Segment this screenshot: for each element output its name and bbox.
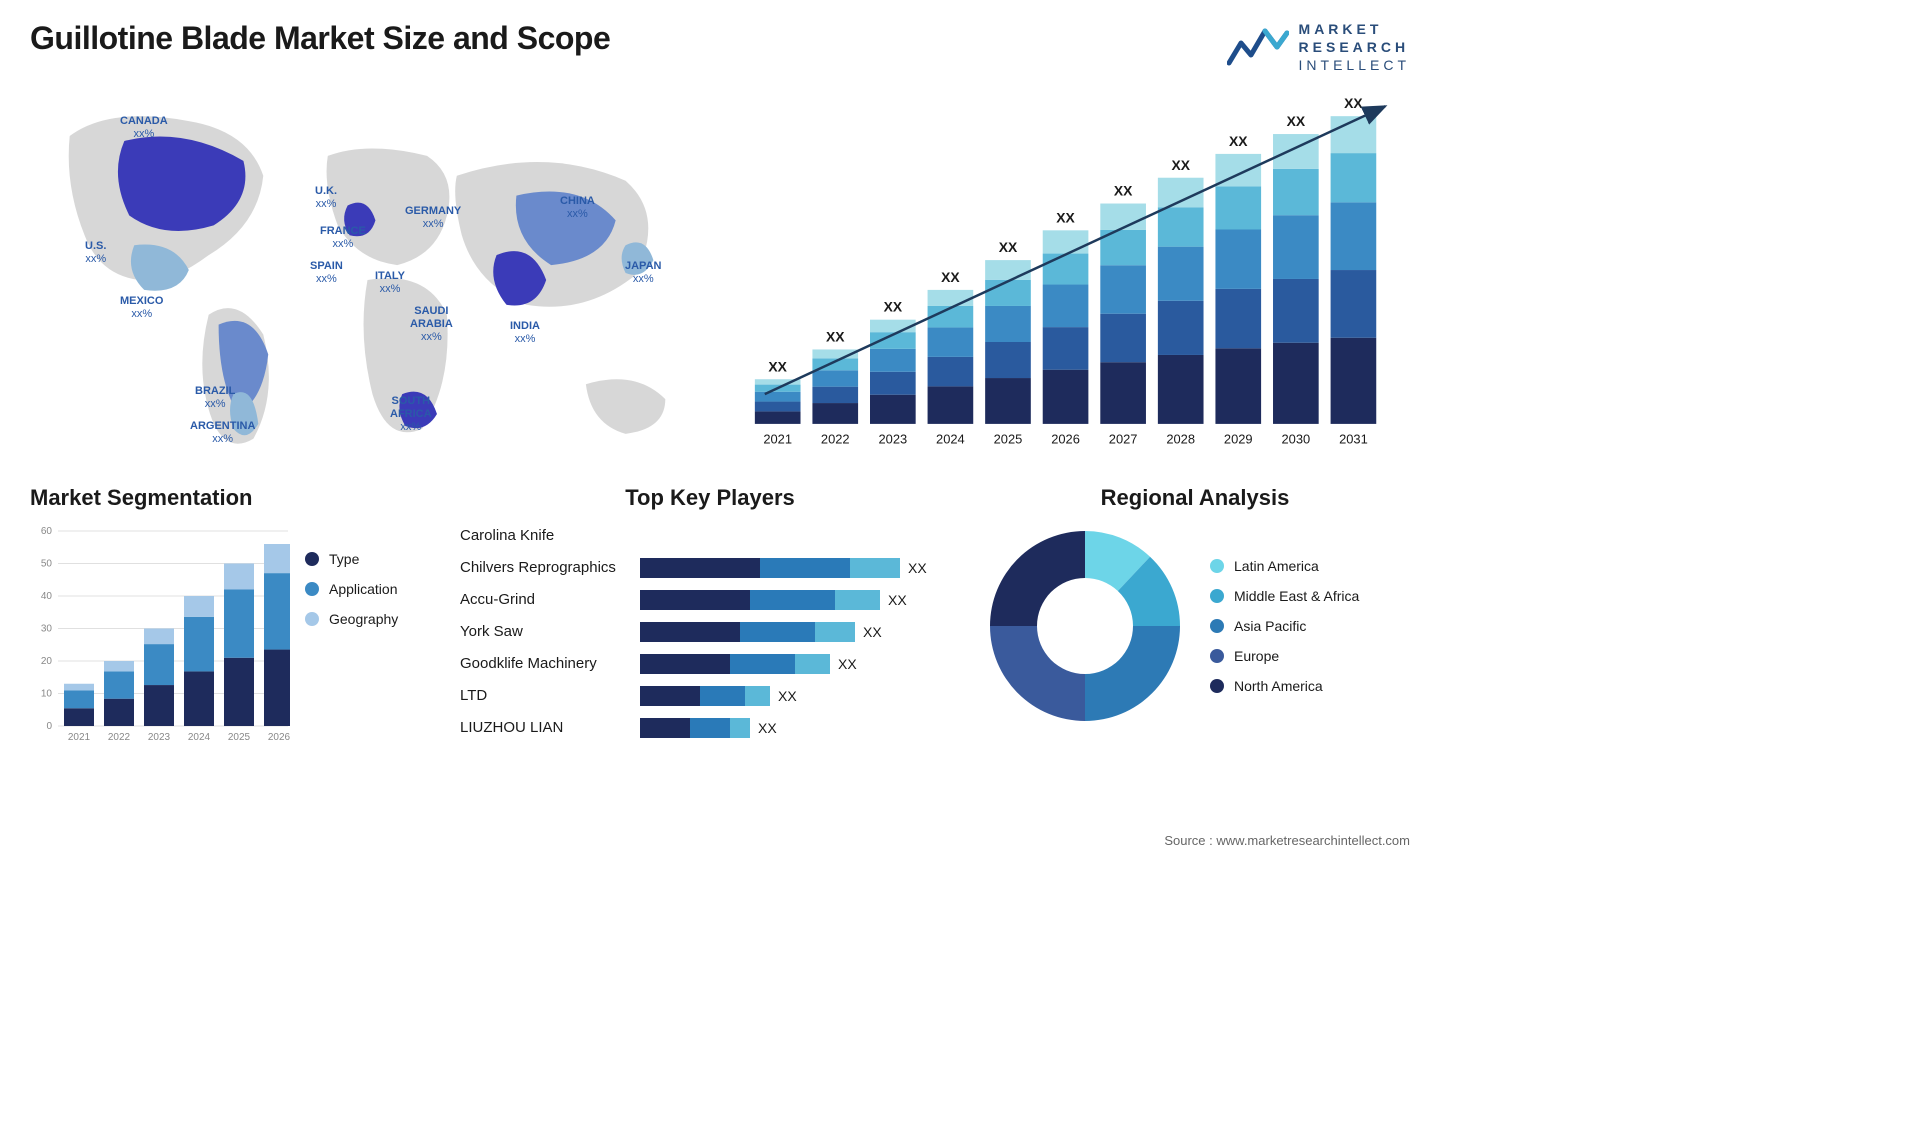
- logo-icon: [1227, 23, 1289, 71]
- svg-text:XX: XX: [1056, 209, 1075, 225]
- map-label-china: CHINAxx%: [560, 195, 595, 221]
- player-name: LTD: [460, 687, 640, 704]
- svg-text:2031: 2031: [1339, 431, 1368, 446]
- player-row: Goodklife Machinery XX: [460, 649, 960, 679]
- player-name: Accu-Grind: [460, 591, 640, 608]
- regional-legend-item: Latin America: [1210, 558, 1359, 574]
- player-row: Accu-Grind XX: [460, 585, 960, 615]
- growth-chart-panel: XX 2021 XX 2022 XX 2023 XX 2024 XX 2025 XX 2026 XX 20…: [735, 85, 1410, 465]
- svg-text:2027: 2027: [1109, 431, 1138, 446]
- svg-text:2029: 2029: [1224, 431, 1253, 446]
- svg-text:60: 60: [41, 526, 53, 537]
- seg-legend-item: Geography: [305, 611, 398, 627]
- svg-text:2026: 2026: [1051, 431, 1080, 446]
- segmentation-panel: Market Segmentation 0 10 20 30 40 50 60 2021 20…: [30, 485, 440, 765]
- growth-bar-chart: XX 2021 XX 2022 XX 2023 XX 2024 XX 2025 XX 2026 XX 20…: [735, 85, 1410, 465]
- player-name: Chilvers Reprographics: [460, 559, 640, 576]
- player-value: XX: [758, 720, 777, 736]
- svg-text:2021: 2021: [68, 732, 91, 743]
- map-label-south-africa: SOUTHAFRICAxx%: [390, 395, 432, 435]
- map-label-argentina: ARGENTINAxx%: [190, 420, 255, 446]
- player-name: Goodklife Machinery: [460, 655, 640, 672]
- map-label-canada: CANADAxx%: [120, 115, 168, 141]
- segmentation-chart: 0 10 20 30 40 50 60 2021 2022 2023 2024 2025 2026: [30, 521, 290, 751]
- players-title: Top Key Players: [460, 485, 960, 511]
- logo-text: MARKET RESEARCH INTELLECT: [1299, 20, 1410, 75]
- regional-legend-item: North America: [1210, 678, 1359, 694]
- svg-text:2028: 2028: [1166, 431, 1195, 446]
- regional-donut-chart: [980, 521, 1190, 731]
- svg-text:10: 10: [41, 688, 53, 699]
- player-value: XX: [778, 688, 797, 704]
- segmentation-legend: Type Application Geography: [305, 521, 398, 751]
- svg-text:2021: 2021: [763, 431, 792, 446]
- svg-text:30: 30: [41, 623, 53, 634]
- svg-text:XX: XX: [1344, 95, 1363, 111]
- svg-text:2030: 2030: [1282, 431, 1311, 446]
- player-value: XX: [908, 560, 927, 576]
- regional-legend-item: Europe: [1210, 648, 1359, 664]
- svg-text:2024: 2024: [936, 431, 965, 446]
- map-label-u-k-: U.K.xx%: [315, 185, 337, 211]
- player-row: Carolina Knife: [460, 521, 960, 551]
- map-label-brazil: BRAZILxx%: [195, 385, 235, 411]
- map-label-japan: JAPANxx%: [625, 260, 661, 286]
- svg-text:XX: XX: [768, 358, 787, 374]
- map-label-u-s-: U.S.xx%: [85, 240, 106, 266]
- seg-legend-item: Type: [305, 551, 398, 567]
- svg-text:2023: 2023: [148, 732, 171, 743]
- player-name: LIUZHOU LIAN: [460, 719, 640, 736]
- regional-legend-item: Middle East & Africa: [1210, 588, 1359, 604]
- svg-text:2024: 2024: [188, 732, 211, 743]
- svg-text:2023: 2023: [878, 431, 907, 446]
- regional-legend: Latin America Middle East & Africa Asia Pa…: [1210, 558, 1359, 694]
- player-row: Chilvers Reprographics XX: [460, 553, 960, 583]
- player-value: XX: [838, 656, 857, 672]
- regional-legend-item: Asia Pacific: [1210, 618, 1359, 634]
- svg-text:2022: 2022: [108, 732, 131, 743]
- svg-text:XX: XX: [1229, 133, 1248, 149]
- player-value: XX: [888, 592, 907, 608]
- seg-legend-item: Application: [305, 581, 398, 597]
- svg-text:XX: XX: [884, 298, 903, 314]
- svg-text:50: 50: [41, 558, 53, 569]
- player-row: LIUZHOU LIAN XX: [460, 713, 960, 743]
- map-label-india: INDIAxx%: [510, 320, 540, 346]
- svg-text:2025: 2025: [994, 431, 1023, 446]
- map-label-spain: SPAINxx%: [310, 260, 343, 286]
- segmentation-title: Market Segmentation: [30, 485, 440, 511]
- source-credit: Source : www.marketresearchintellect.com: [1164, 833, 1410, 848]
- svg-text:2025: 2025: [228, 732, 251, 743]
- regional-panel: Regional Analysis Latin America Middle Ea…: [980, 485, 1410, 765]
- svg-text:XX: XX: [1171, 156, 1190, 172]
- map-label-mexico: MEXICOxx%: [120, 295, 163, 321]
- brand-logo: MARKET RESEARCH INTELLECT: [1227, 20, 1410, 75]
- player-name: York Saw: [460, 623, 640, 640]
- regional-title: Regional Analysis: [980, 485, 1410, 511]
- svg-text:40: 40: [41, 591, 53, 602]
- svg-text:XX: XX: [1114, 182, 1133, 198]
- world-map-panel: CANADAxx% U.S.xx% MEXICOxx% BRAZILxx% ARGENT…: [30, 85, 705, 465]
- svg-text:20: 20: [41, 656, 53, 667]
- key-players-panel: Top Key Players Carolina Knife Chilvers R…: [460, 485, 960, 765]
- svg-text:XX: XX: [999, 239, 1018, 255]
- map-label-france: FRANCExx%: [320, 225, 366, 251]
- svg-text:2026: 2026: [268, 732, 290, 743]
- world-map: [30, 85, 705, 465]
- player-value: XX: [863, 624, 882, 640]
- svg-text:0: 0: [46, 721, 52, 732]
- player-row: LTD XX: [460, 681, 960, 711]
- player-name: Carolina Knife: [460, 527, 640, 544]
- svg-text:XX: XX: [1287, 113, 1306, 129]
- map-label-italy: ITALYxx%: [375, 270, 405, 296]
- svg-text:XX: XX: [941, 269, 960, 285]
- page-title: Guillotine Blade Market Size and Scope: [30, 20, 610, 57]
- map-label-germany: GERMANYxx%: [405, 205, 461, 231]
- svg-text:XX: XX: [826, 328, 845, 344]
- map-label-saudi-arabia: SAUDIARABIAxx%: [410, 305, 453, 345]
- svg-text:2022: 2022: [821, 431, 850, 446]
- player-row: York Saw XX: [460, 617, 960, 647]
